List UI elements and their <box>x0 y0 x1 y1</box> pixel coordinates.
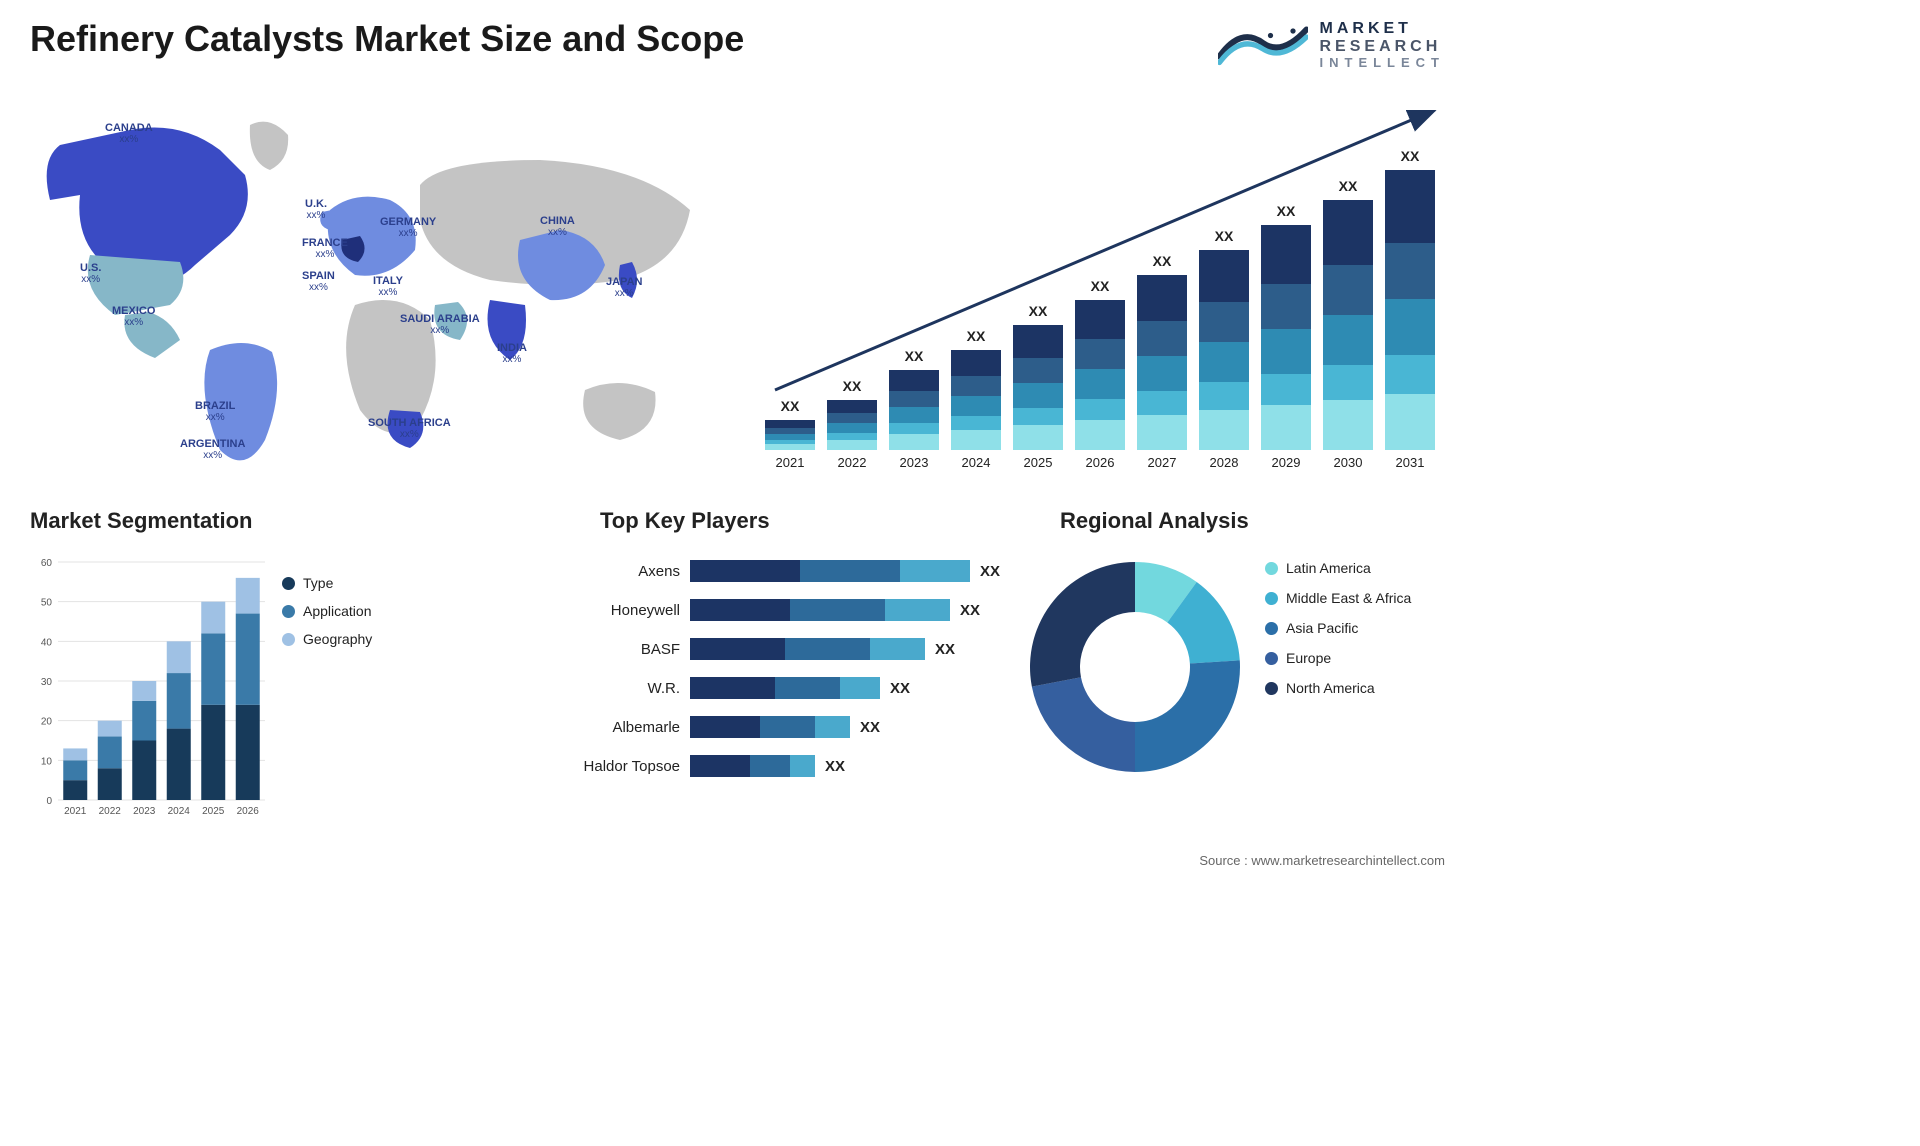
growth-value-label: XX <box>1385 148 1435 164</box>
map-label: SAUDI ARABIAxx% <box>400 313 480 336</box>
growth-chart: 2021 XX 2022 XX 2023 XX 2024 XX 2025 XX 2026 XX 2027… <box>765 110 1445 470</box>
key-players-chart: AxensXX HoneywellXX BASFXX W.R.XX AlbemarleX… <box>560 556 1000 790</box>
svg-text:2023: 2023 <box>133 806 156 817</box>
regional-heading: Regional Analysis <box>1060 508 1249 534</box>
map-label: SOUTH AFRICAxx% <box>368 417 451 440</box>
key-player-row: AlbemarleXX <box>560 712 1000 742</box>
growth-year-label: 2029 <box>1261 455 1311 470</box>
svg-text:30: 30 <box>41 677 53 688</box>
logo-text: MARKET RESEARCH INTELLECT <box>1320 20 1446 72</box>
svg-text:60: 60 <box>41 558 53 569</box>
logo-line3: INTELLECT <box>1320 56 1446 71</box>
svg-text:2025: 2025 <box>202 806 225 817</box>
growth-value-label: XX <box>1323 178 1373 194</box>
growth-bar <box>1013 325 1063 450</box>
key-player-row: AxensXX <box>560 556 1000 586</box>
growth-year-label: 2025 <box>1013 455 1063 470</box>
segmentation-heading: Market Segmentation <box>30 508 460 534</box>
growth-value-label: XX <box>889 348 939 364</box>
growth-year-label: 2022 <box>827 455 877 470</box>
key-players-title: Top Key Players <box>600 508 1020 534</box>
regional-legend: Latin America Middle East & Africa Asia Pa… <box>1265 560 1411 710</box>
map-label: U.S.xx% <box>80 262 101 285</box>
logo-line1: MARKET <box>1320 20 1446 38</box>
growth-value-label: XX <box>827 378 877 394</box>
growth-value-label: XX <box>1013 303 1063 319</box>
source-attribution: Source : www.marketresearchintellect.com <box>1199 853 1445 868</box>
key-player-row: Haldor TopsoeXX <box>560 751 1000 781</box>
logo-icon <box>1218 18 1308 73</box>
growth-bar <box>1137 275 1187 450</box>
world-map: CANADAxx% U.S.xx% MEXICOxx% BRAZILxx% ARGENT… <box>20 90 720 480</box>
svg-text:2024: 2024 <box>168 806 191 817</box>
growth-bar <box>1075 300 1125 450</box>
growth-bar <box>1385 170 1435 450</box>
svg-text:40: 40 <box>41 637 53 648</box>
map-label: CANADAxx% <box>105 122 153 145</box>
growth-value-label: XX <box>1199 228 1249 244</box>
svg-text:2021: 2021 <box>64 806 87 817</box>
legend-item: Asia Pacific <box>1265 620 1411 636</box>
logo: MARKET RESEARCH INTELLECT <box>1218 18 1446 73</box>
legend-item: Middle East & Africa <box>1265 590 1411 606</box>
key-player-row: W.R.XX <box>560 673 1000 703</box>
map-label: SPAINxx% <box>302 270 335 293</box>
growth-value-label: XX <box>1075 278 1125 294</box>
growth-bar <box>1261 225 1311 450</box>
growth-value-label: XX <box>1137 253 1187 269</box>
growth-year-label: 2027 <box>1137 455 1187 470</box>
growth-bar <box>827 400 877 450</box>
growth-year-label: 2023 <box>889 455 939 470</box>
legend-item: Application <box>282 603 372 619</box>
segmentation-chart: 0 10 20 30 40 50 60 2021 2022 2023 2024 2025 2026 <box>30 552 270 822</box>
map-label: GERMANYxx% <box>380 216 436 239</box>
svg-text:0: 0 <box>46 796 52 807</box>
svg-text:20: 20 <box>41 717 53 728</box>
key-player-row: BASFXX <box>560 634 1000 664</box>
growth-year-label: 2028 <box>1199 455 1249 470</box>
growth-value-label: XX <box>1261 203 1311 219</box>
map-label: MEXICOxx% <box>112 305 155 328</box>
segmentation-legend: Type Application Geography <box>282 575 372 659</box>
regional-donut <box>1020 552 1250 782</box>
svg-text:2022: 2022 <box>99 806 122 817</box>
regional-title: Regional Analysis <box>1060 508 1249 534</box>
legend-item: Latin America <box>1265 560 1411 576</box>
map-label: BRAZILxx% <box>195 400 235 423</box>
legend-item: Type <box>282 575 372 591</box>
svg-text:10: 10 <box>41 756 53 767</box>
map-label: ITALYxx% <box>373 275 403 298</box>
map-label: ARGENTINAxx% <box>180 438 245 461</box>
segmentation-title: Market Segmentation <box>30 508 460 534</box>
logo-line2: RESEARCH <box>1320 38 1446 56</box>
growth-bar <box>889 370 939 450</box>
growth-value-label: XX <box>765 398 815 414</box>
growth-year-label: 2030 <box>1323 455 1373 470</box>
key-players-heading: Top Key Players <box>600 508 1020 534</box>
map-label: U.K.xx% <box>305 198 327 221</box>
map-label: JAPANxx% <box>606 276 642 299</box>
legend-item: Geography <box>282 631 372 647</box>
growth-bar <box>1323 200 1373 450</box>
legend-item: North America <box>1265 680 1411 696</box>
growth-year-label: 2024 <box>951 455 1001 470</box>
legend-item: Europe <box>1265 650 1411 666</box>
growth-bar <box>1199 250 1249 450</box>
svg-text:2026: 2026 <box>237 806 260 817</box>
key-player-row: HoneywellXX <box>560 595 1000 625</box>
growth-value-label: XX <box>951 328 1001 344</box>
map-label: FRANCExx% <box>302 237 348 260</box>
map-label: CHINAxx% <box>540 215 575 238</box>
growth-bar <box>765 420 815 450</box>
growth-year-label: 2031 <box>1385 455 1435 470</box>
growth-year-label: 2026 <box>1075 455 1125 470</box>
svg-text:50: 50 <box>41 598 53 609</box>
map-label: INDIAxx% <box>497 342 527 365</box>
growth-year-label: 2021 <box>765 455 815 470</box>
page-title: Refinery Catalysts Market Size and Scope <box>30 18 744 60</box>
growth-bar <box>951 350 1001 450</box>
